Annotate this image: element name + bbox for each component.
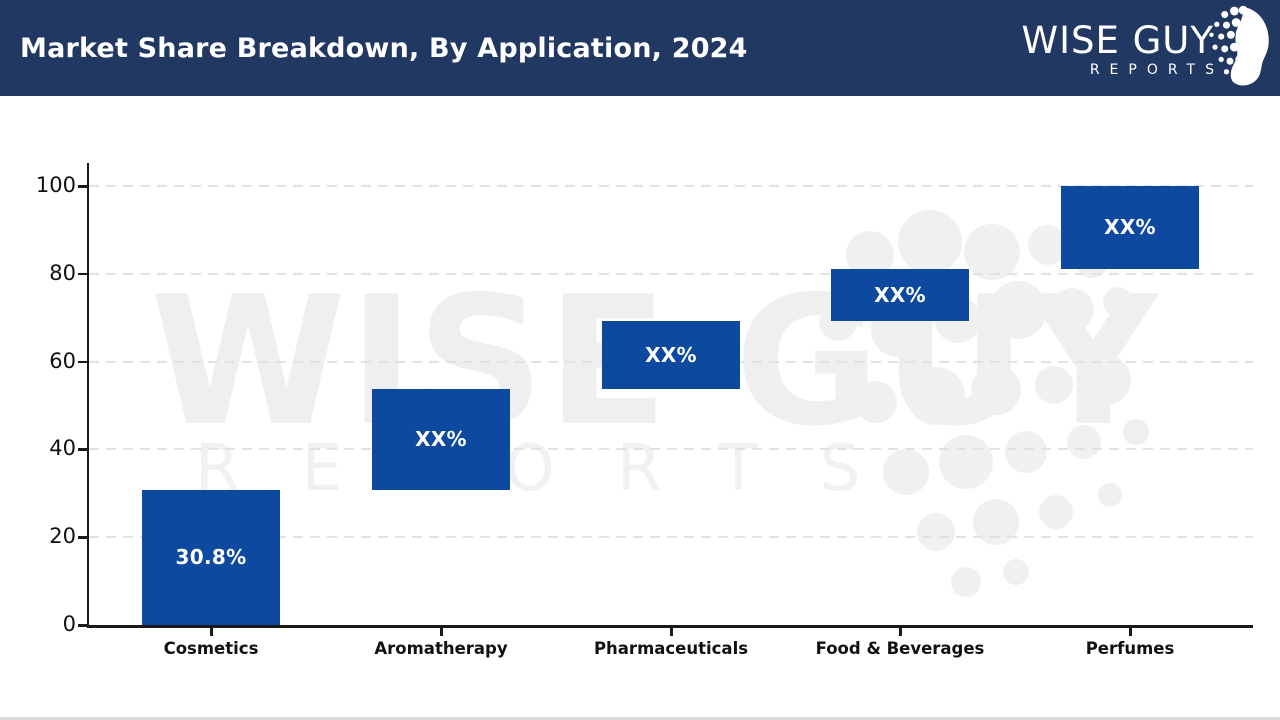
y-tick-label-0: 0: [62, 612, 76, 636]
y-tick-0: [77, 624, 87, 627]
gridline-80: [89, 272, 1253, 275]
bottom-divider: [0, 717, 1280, 720]
x-tick-4: [1129, 627, 1132, 636]
x-category-label: Aromatherapy: [374, 639, 508, 658]
y-tick-60: [77, 360, 87, 364]
x-tick-0: [210, 627, 213, 636]
bar-value-label: XX%: [645, 343, 697, 367]
x-category-label: Cosmetics: [163, 639, 259, 658]
x-category-label: Pharmaceuticals: [593, 639, 749, 658]
x-category-label: Perfumes: [1085, 639, 1175, 658]
y-tick-label-100: 100: [35, 173, 76, 197]
bar-value-label: XX%: [1104, 215, 1156, 240]
y-tick-label-20: 20: [49, 524, 76, 549]
x-tick-3: [899, 627, 902, 636]
bar-pharmaceuticals: XX%: [602, 321, 740, 389]
gridline-20: [89, 536, 1253, 539]
y-tick-80: [77, 272, 87, 276]
brand-logo-wordmark: WISE GUY: [1021, 19, 1214, 62]
x-tick-1: [440, 627, 443, 636]
bar-food-beverages: XX%: [831, 268, 969, 322]
page-title: Market Share Breakdown, By Application, …: [20, 32, 748, 64]
watermark-reports-text: REPORTS: [195, 432, 923, 506]
brand-logo-subtext: REPORTS: [1089, 62, 1224, 78]
bar-perfumes: XX%: [1061, 186, 1199, 269]
bar-value-label: 30.8%: [175, 545, 247, 570]
x-axis-line: [86, 625, 1253, 628]
bar-cosmetics: 30.8%: [142, 489, 280, 625]
bar-aromatherapy: XX%: [372, 388, 510, 490]
y-tick-label-80: 80: [49, 260, 76, 285]
y-axis-line: [86, 163, 89, 627]
x-category-label: Food & Beverages: [815, 639, 985, 658]
bar-value-label: XX%: [415, 427, 467, 452]
brand-head-icon: [1209, 5, 1269, 86]
bar-value-label: XX%: [874, 282, 926, 307]
x-tick-2: [670, 627, 673, 636]
y-tick-40: [77, 448, 87, 451]
gridline-100: [89, 185, 1253, 187]
brand-logo: WISE GUY REPORTS: [1021, 19, 1214, 79]
header-bar: Market Share Breakdown, By Application, …: [0, 0, 1280, 96]
y-tick-label-60: 60: [49, 348, 76, 373]
y-tick-20: [77, 536, 87, 539]
y-tick-label-40: 40: [49, 436, 76, 461]
gridline-40: [89, 448, 1253, 451]
y-tick-100: [77, 185, 87, 188]
